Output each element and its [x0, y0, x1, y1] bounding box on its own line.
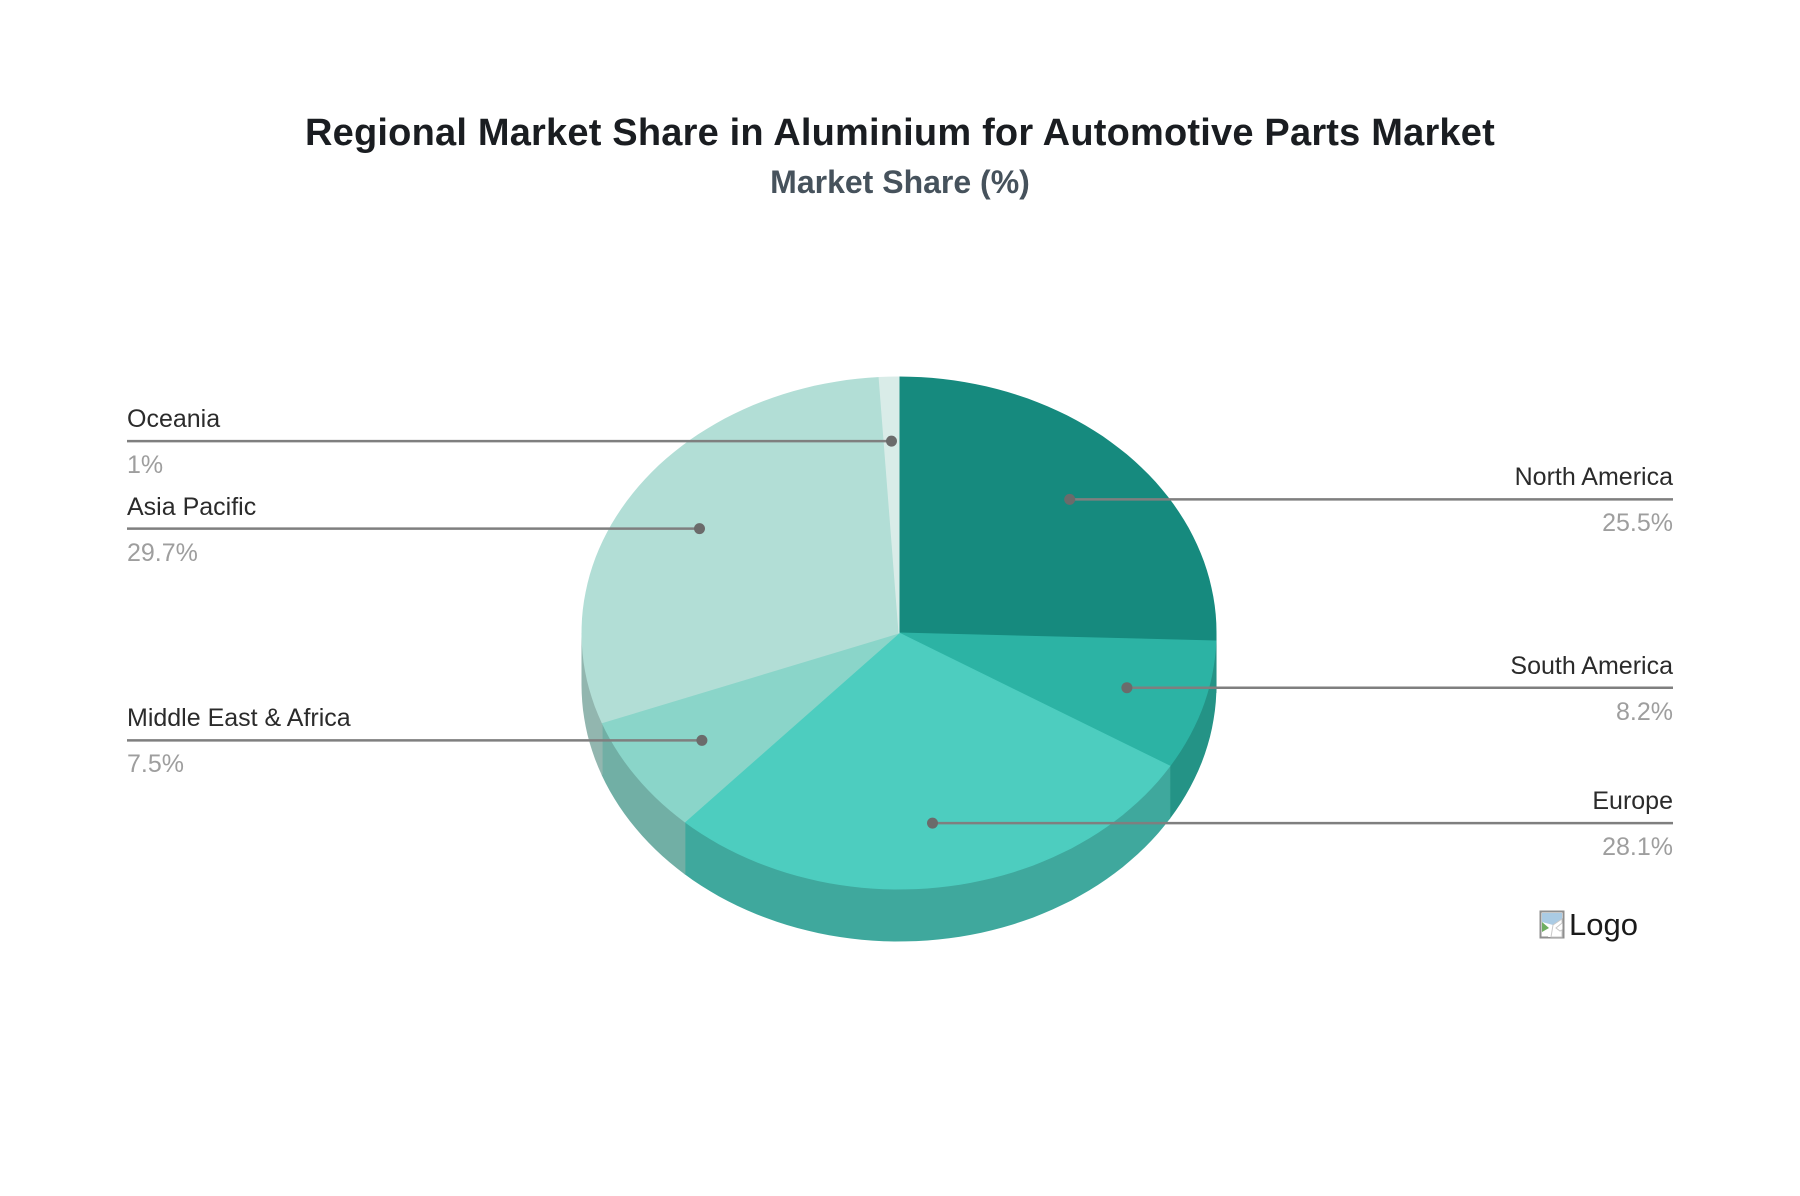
- slice-percent: 8.2%: [1616, 697, 1673, 726]
- slice-percent: 29.7%: [127, 538, 198, 567]
- pie-slice-middle-east-africa[interactable]: [601, 632, 900, 823]
- slice-percent: 1%: [127, 451, 164, 480]
- label-block-south-america: South America 8.2%: [1510, 651, 1673, 726]
- pie-slice-asia-pacific[interactable]: [581, 376, 900, 724]
- label-block-oceania: Oceania 1%: [127, 404, 220, 479]
- leader-dot-asia-pacific: [694, 523, 705, 535]
- slice-name: North America: [1514, 463, 1673, 492]
- pie-slice-south-america[interactable]: [898, 632, 1217, 767]
- pie-slice-europe[interactable]: [684, 632, 1171, 890]
- leader-dot-north-america: [1064, 493, 1076, 505]
- slice-name: Asia Pacific: [127, 492, 257, 521]
- label-block-asia-pacific: Asia Pacific 29.7%: [127, 492, 256, 567]
- label-block-north-america: North America 25.5%: [1515, 462, 1673, 537]
- broken-image-icon: [1539, 910, 1565, 939]
- leader-dot-middle-east-africa: [696, 734, 708, 746]
- chart-title: Regional Market Share in Aluminium for A…: [305, 112, 1495, 154]
- slice-name: Middle East & Africa: [127, 704, 351, 733]
- slice-percent: 28.1%: [1602, 833, 1673, 862]
- slice-name: Europe: [1592, 787, 1673, 816]
- slice-percent: 25.5%: [1602, 509, 1673, 538]
- leader-dot-south-america: [1121, 682, 1133, 694]
- slice-percent: 7.5%: [127, 750, 184, 779]
- logo-label: Logo: [1569, 907, 1638, 942]
- label-block-middle-east-africa: Middle East & Africa 7.5%: [127, 703, 351, 778]
- slice-name: South America: [1510, 651, 1673, 680]
- logo-watermark: Logo: [1539, 906, 1638, 944]
- leader-dot-oceania: [886, 435, 897, 447]
- label-block-europe: Europe 28.1%: [1592, 786, 1673, 861]
- chart-subtitle: Market Share (%): [770, 164, 1030, 200]
- leader-dot-europe: [927, 817, 938, 829]
- pie-slice-north-america[interactable]: [898, 376, 1217, 642]
- slice-name: Oceania: [127, 405, 221, 434]
